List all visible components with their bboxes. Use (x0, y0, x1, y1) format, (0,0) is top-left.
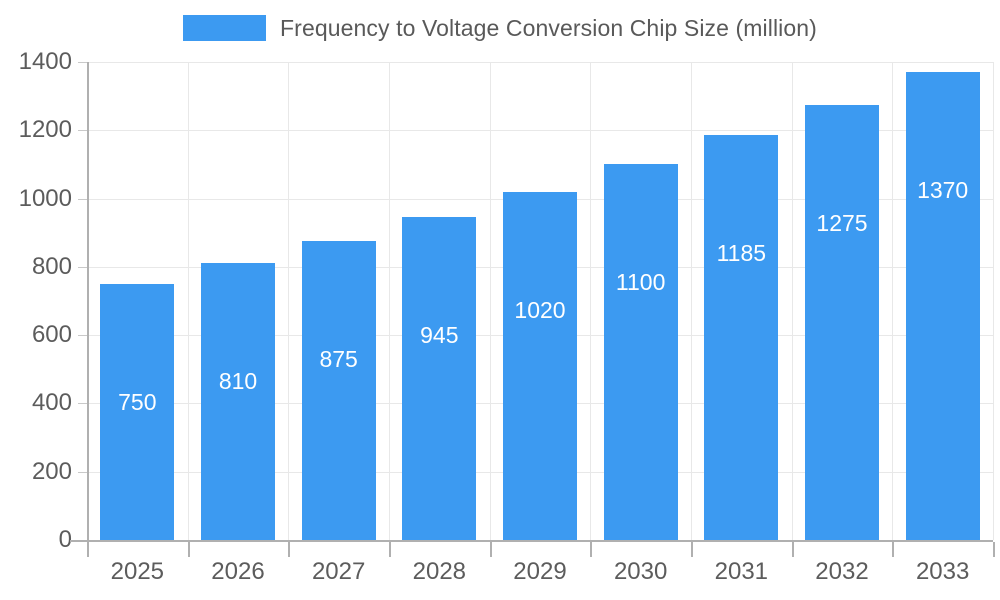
y-axis-tick-label: 0 (58, 526, 72, 553)
bar-value-label: 750 (118, 388, 157, 415)
bar-value-label: 810 (218, 368, 258, 395)
bar[interactable]: 1370 (905, 72, 980, 540)
y-axis-tick-label: 1000 (18, 184, 72, 212)
x-axis-tick-label: 2032 (815, 558, 869, 585)
bar[interactable]: 945 (402, 217, 477, 540)
y-axis-tick-label: 800 (31, 252, 72, 280)
y-axis-tick (78, 403, 87, 405)
x-axis-tick-label: 2029 (513, 558, 567, 585)
x-axis-tick (691, 542, 693, 557)
bar[interactable]: 1100 (603, 164, 678, 540)
gridline-vertical (792, 62, 793, 540)
x-axis-tick (892, 542, 894, 557)
bar-value-label: 1020 (514, 296, 566, 323)
gridline-vertical (389, 62, 390, 540)
x-axis-tick-label: 2031 (714, 558, 769, 585)
gridline-vertical (691, 62, 692, 540)
chart-legend: Frequency to Voltage Conversion Chip Siz… (0, 0, 1000, 56)
bar[interactable]: 875 (301, 241, 376, 540)
gridline-vertical (993, 62, 994, 540)
plot-area: 750 810 875 945 1020 1100 1185 1275 1370 (87, 62, 994, 541)
y-axis-tick (78, 130, 87, 132)
gridline-horizontal (87, 62, 993, 63)
legend-color-swatch (183, 15, 267, 41)
x-axis-tick (993, 542, 995, 557)
x-axis-tick-label: 2027 (311, 558, 366, 585)
y-axis-tick (78, 198, 87, 200)
y-axis-tick-label: 600 (31, 321, 72, 349)
gridline-vertical (288, 62, 289, 540)
bar[interactable]: 1275 (805, 104, 879, 540)
bar[interactable]: 1020 (503, 191, 577, 540)
y-axis-tick (78, 62, 87, 63)
gridline-vertical (188, 62, 189, 540)
bar-value-label: 1370 (917, 177, 969, 204)
legend-item-chip-size[interactable]: Frequency to Voltage Conversion Chip Siz… (183, 15, 817, 42)
bar[interactable]: 810 (201, 263, 275, 540)
bar-value-label: 945 (420, 322, 459, 349)
x-axis-line (70, 540, 993, 542)
y-axis-tick-label: 1200 (18, 116, 72, 144)
x-axis-tick-label: 2033 (915, 558, 970, 585)
x-axis-tick-label: 2025 (110, 558, 165, 585)
y-axis-tick-label: 200 (31, 457, 72, 485)
y-axis-line (87, 62, 89, 557)
bar-value-label: 875 (319, 346, 358, 373)
x-axis-tick (288, 542, 290, 557)
x-axis-tick-label: 2030 (613, 558, 668, 585)
gridline-vertical (892, 62, 893, 540)
bar-value-label: 1275 (816, 209, 868, 236)
gridline-vertical (590, 62, 591, 540)
x-axis-tick-label: 2026 (211, 558, 265, 585)
x-axis-tick-label: 2028 (412, 558, 467, 585)
x-axis-tick (590, 542, 592, 557)
gridline-horizontal (87, 130, 993, 132)
bar-value-label: 1185 (716, 240, 767, 267)
bar[interactable]: 750 (100, 283, 175, 540)
x-axis-tick (490, 542, 492, 557)
x-axis-tick (792, 542, 794, 557)
y-axis-tick (78, 471, 87, 473)
legend-label: Frequency to Voltage Conversion Chip Siz… (280, 14, 817, 41)
bar-value-label: 1100 (615, 269, 666, 296)
y-axis-tick (78, 266, 87, 268)
bar[interactable]: 1185 (704, 135, 779, 540)
y-axis-tick (78, 335, 87, 337)
gridline-vertical (490, 62, 491, 540)
y-axis-tick-label: 400 (31, 389, 72, 417)
x-axis-tick (188, 542, 190, 557)
x-axis-tick (389, 542, 391, 557)
x-axis-tick (87, 542, 89, 557)
y-axis-tick-label: 1400 (18, 48, 72, 75)
